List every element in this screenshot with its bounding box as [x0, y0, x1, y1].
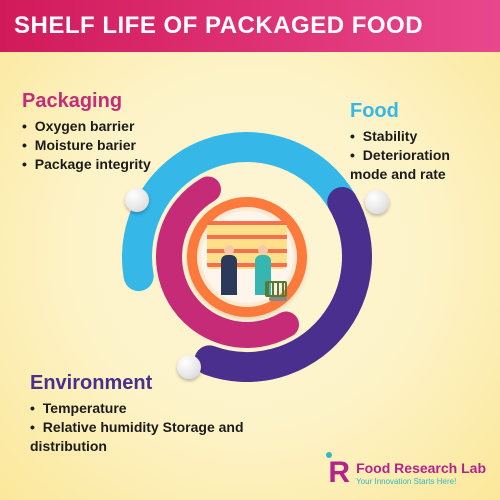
bullet-item: Stability [350, 127, 480, 146]
center-illustration [187, 197, 307, 317]
connector-pin-icon [125, 188, 149, 212]
section-packaging: Packaging Oxygen barrier Moisture barier… [22, 90, 192, 174]
logo-mark-icon: R [328, 456, 350, 490]
page-title: SHELF LIFE OF PACKAGED FOOD [14, 12, 423, 40]
header-bar: SHELF LIFE OF PACKAGED FOOD [0, 0, 500, 52]
food-bullets: Stability Deterioration mode and rate [350, 127, 480, 184]
environment-title: Environment [30, 372, 250, 395]
section-environment: Environment Temperature Relative humidit… [30, 372, 250, 456]
brand-logo: R Food Research Lab Your Innovation Star… [328, 456, 486, 490]
store-scene [201, 211, 293, 303]
bullet-item: Moisture barier [22, 136, 192, 155]
packaging-title: Packaging [22, 90, 192, 113]
food-title: Food [350, 100, 480, 123]
bullet-item: Temperature [30, 399, 250, 418]
packaging-bullets: Oxygen barrier Moisture barier Package i… [22, 117, 192, 174]
environment-bullets: Temperature Relative humidity Storage an… [30, 399, 250, 456]
infographic-diagram: Packaging Oxygen barrier Moisture barier… [0, 90, 500, 450]
connector-pin-icon [365, 190, 389, 214]
bullet-item: Deterioration mode and rate [350, 146, 480, 184]
connector-pin-icon [177, 355, 201, 379]
logo-text: Food Research Lab Your Innovation Starts… [356, 461, 486, 486]
bullet-item: Relative humidity Storage and distributi… [30, 418, 250, 456]
bullet-item: Oxygen barrier [22, 117, 192, 136]
logo-name: Food Research Lab [356, 461, 486, 475]
section-food: Food Stability Deterioration mode and ra… [350, 100, 480, 184]
logo-tagline: Your Innovation Starts Here! [356, 477, 486, 486]
bullet-item: Package integrity [22, 155, 192, 174]
